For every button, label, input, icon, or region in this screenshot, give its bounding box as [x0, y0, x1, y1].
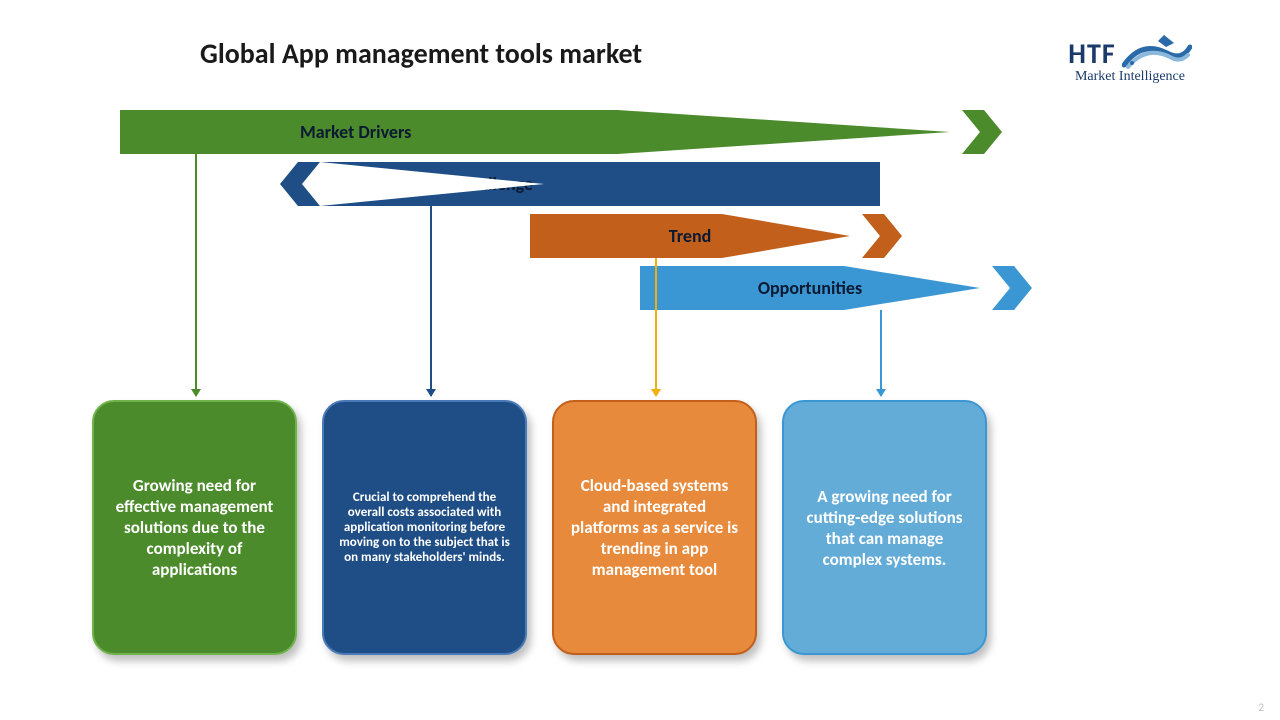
bar-opportunities-body: Opportunities — [640, 266, 980, 310]
connector-challenge — [430, 206, 432, 396]
bar-opportunities: Opportunities — [640, 266, 1032, 310]
bar-opportunities-gap — [980, 266, 992, 310]
bar-drivers-gap — [950, 110, 962, 154]
card-trend: Cloud-based systems and integrated platf… — [552, 400, 757, 655]
bar-challenge-chevron-icon — [280, 162, 320, 206]
card-trend-text: Cloud-based systems and integrated platf… — [568, 475, 741, 580]
page-number: 2 — [1258, 701, 1264, 714]
connector-opportunities — [880, 310, 882, 396]
bar-opportunities-chevron-icon — [992, 266, 1032, 310]
bar-trend-label: Trend — [669, 225, 712, 247]
page-title: Global App management tools market — [200, 36, 642, 71]
card-opportunities: A growing need for cutting-edge solution… — [782, 400, 987, 655]
bar-drivers-label: Market Drivers — [300, 121, 411, 143]
connector-drivers — [195, 154, 197, 396]
card-drivers: Growing need for effective management so… — [92, 400, 297, 655]
bar-drivers-body: Market Drivers — [120, 110, 950, 154]
card-challenge: Crucial to comprehend the overall costs … — [322, 400, 527, 655]
logo-swoosh-icon — [1122, 35, 1192, 71]
bar-challenge: Challenge — [280, 162, 880, 206]
bar-drivers: Market Drivers — [120, 110, 1002, 154]
bar-challenge-body: Challenge — [320, 162, 880, 206]
logo-subtitle: Market Intelligence — [1075, 69, 1185, 85]
bar-trend-chevron-icon — [862, 214, 902, 258]
logo: HTF Market Intelligence — [1020, 20, 1240, 100]
bar-drivers-chevron-icon — [962, 110, 1002, 154]
logo-text: HTF — [1068, 36, 1115, 71]
bar-trend: Trend — [530, 214, 902, 258]
bar-opportunities-label: Opportunities — [758, 277, 862, 299]
card-challenge-text: Crucial to comprehend the overall costs … — [338, 490, 511, 565]
connector-trend — [655, 258, 657, 396]
bar-trend-body: Trend — [530, 214, 850, 258]
bar-challenge-label: Challenge — [460, 173, 533, 195]
card-opportunities-text: A growing need for cutting-edge solution… — [798, 486, 971, 570]
bar-trend-gap — [850, 214, 862, 258]
card-drivers-text: Growing need for effective management so… — [108, 475, 281, 580]
